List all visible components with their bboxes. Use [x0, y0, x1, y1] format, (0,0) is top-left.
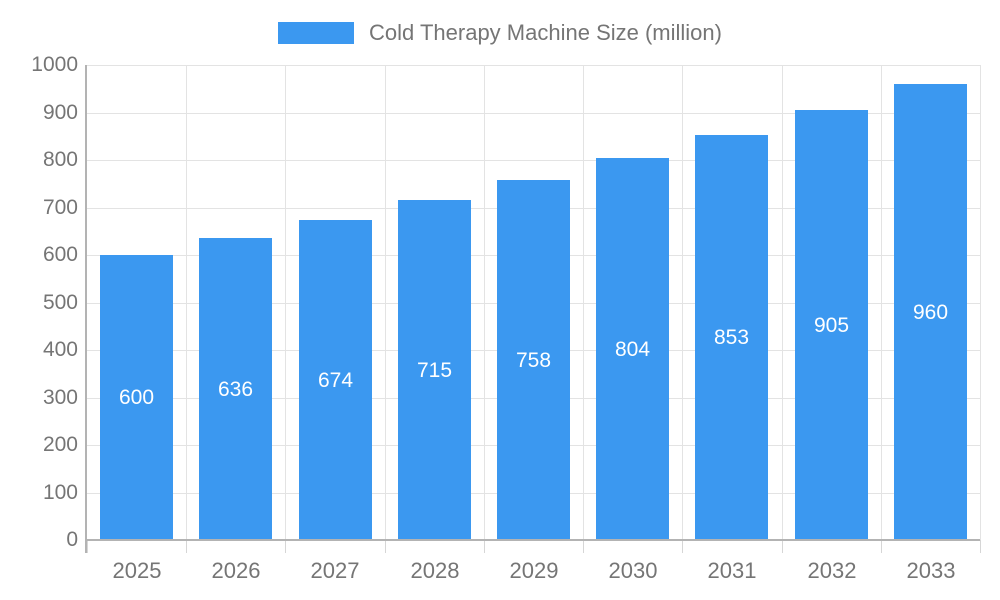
bar-2026[interactable]: 636 [199, 238, 272, 540]
bar-2029[interactable]: 758 [497, 180, 570, 540]
bar-value-label: 758 [515, 348, 552, 372]
x-axis-tick [682, 540, 683, 553]
bar-2027[interactable]: 674 [299, 220, 372, 540]
gridline-horizontal [87, 65, 980, 66]
x-axis-tick [583, 540, 584, 553]
x-axis-tick [385, 540, 386, 553]
gridline-horizontal [87, 160, 980, 161]
y-axis-label: 400 [42, 338, 78, 361]
bar-2033[interactable]: 960 [894, 84, 967, 540]
bar-2032[interactable]: 905 [795, 110, 868, 540]
bar-value-label: 636 [217, 377, 254, 401]
gridline-vertical [385, 65, 386, 540]
legend[interactable]: Cold Therapy Machine Size (million) [0, 20, 1000, 46]
y-axis-label: 600 [42, 243, 78, 266]
x-axis-label: 2030 [608, 558, 658, 583]
gridline-vertical [881, 65, 882, 540]
x-axis-tick [285, 540, 286, 553]
x-axis-label: 2033 [906, 558, 956, 583]
x-axis-label: 2027 [310, 558, 360, 583]
x-axis-tick [881, 540, 882, 553]
x-axis-line [85, 539, 980, 541]
gridline-vertical [782, 65, 783, 540]
gridline-horizontal [87, 113, 980, 114]
y-axis-label: 500 [42, 291, 78, 314]
x-axis-tick [87, 540, 88, 553]
bar-value-label: 853 [713, 326, 750, 349]
x-axis-label: 2028 [410, 558, 460, 583]
gridline-vertical [682, 65, 683, 540]
gridline-vertical [980, 65, 981, 540]
gridline-vertical [583, 65, 584, 540]
x-axis-tick [484, 540, 485, 553]
x-axis-label: 2032 [807, 558, 857, 583]
legend-swatch [278, 22, 355, 44]
x-axis-label: 2031 [707, 558, 757, 583]
bar-2031[interactable]: 853 [695, 135, 768, 540]
y-axis-label: 200 [42, 433, 78, 456]
bar-value-label: 600 [118, 386, 155, 409]
gridline-vertical [285, 65, 286, 540]
x-axis-label: 2025 [112, 558, 162, 583]
y-axis-label: 900 [42, 101, 78, 124]
x-axis-label: 2026 [211, 558, 261, 583]
x-axis-tick [782, 540, 783, 553]
bar-value-label: 960 [912, 300, 949, 324]
bar-value-label: 905 [813, 313, 850, 337]
bar-value-label: 715 [416, 358, 453, 382]
x-axis-tick [186, 540, 187, 553]
x-axis-tick [980, 540, 981, 553]
bar-value-label: 804 [614, 337, 651, 361]
legend-label: Cold Therapy Machine Size (million) [369, 20, 722, 45]
gridline-vertical [484, 65, 485, 540]
y-axis-label: 0 [66, 528, 78, 551]
y-axis-label: 800 [42, 148, 78, 171]
bar-2025[interactable]: 600 [100, 255, 173, 540]
y-axis-label: 700 [42, 196, 78, 219]
bar-2030[interactable]: 804 [596, 158, 669, 540]
y-axis-line [85, 65, 87, 553]
y-axis-label: 100 [42, 481, 78, 504]
gridline-vertical [186, 65, 187, 540]
y-axis-label: 1000 [31, 53, 78, 76]
x-axis-label: 2029 [509, 558, 559, 583]
y-axis-label: 300 [42, 386, 78, 409]
bar-value-label: 674 [317, 368, 354, 392]
bar-2028[interactable]: 715 [398, 200, 471, 540]
